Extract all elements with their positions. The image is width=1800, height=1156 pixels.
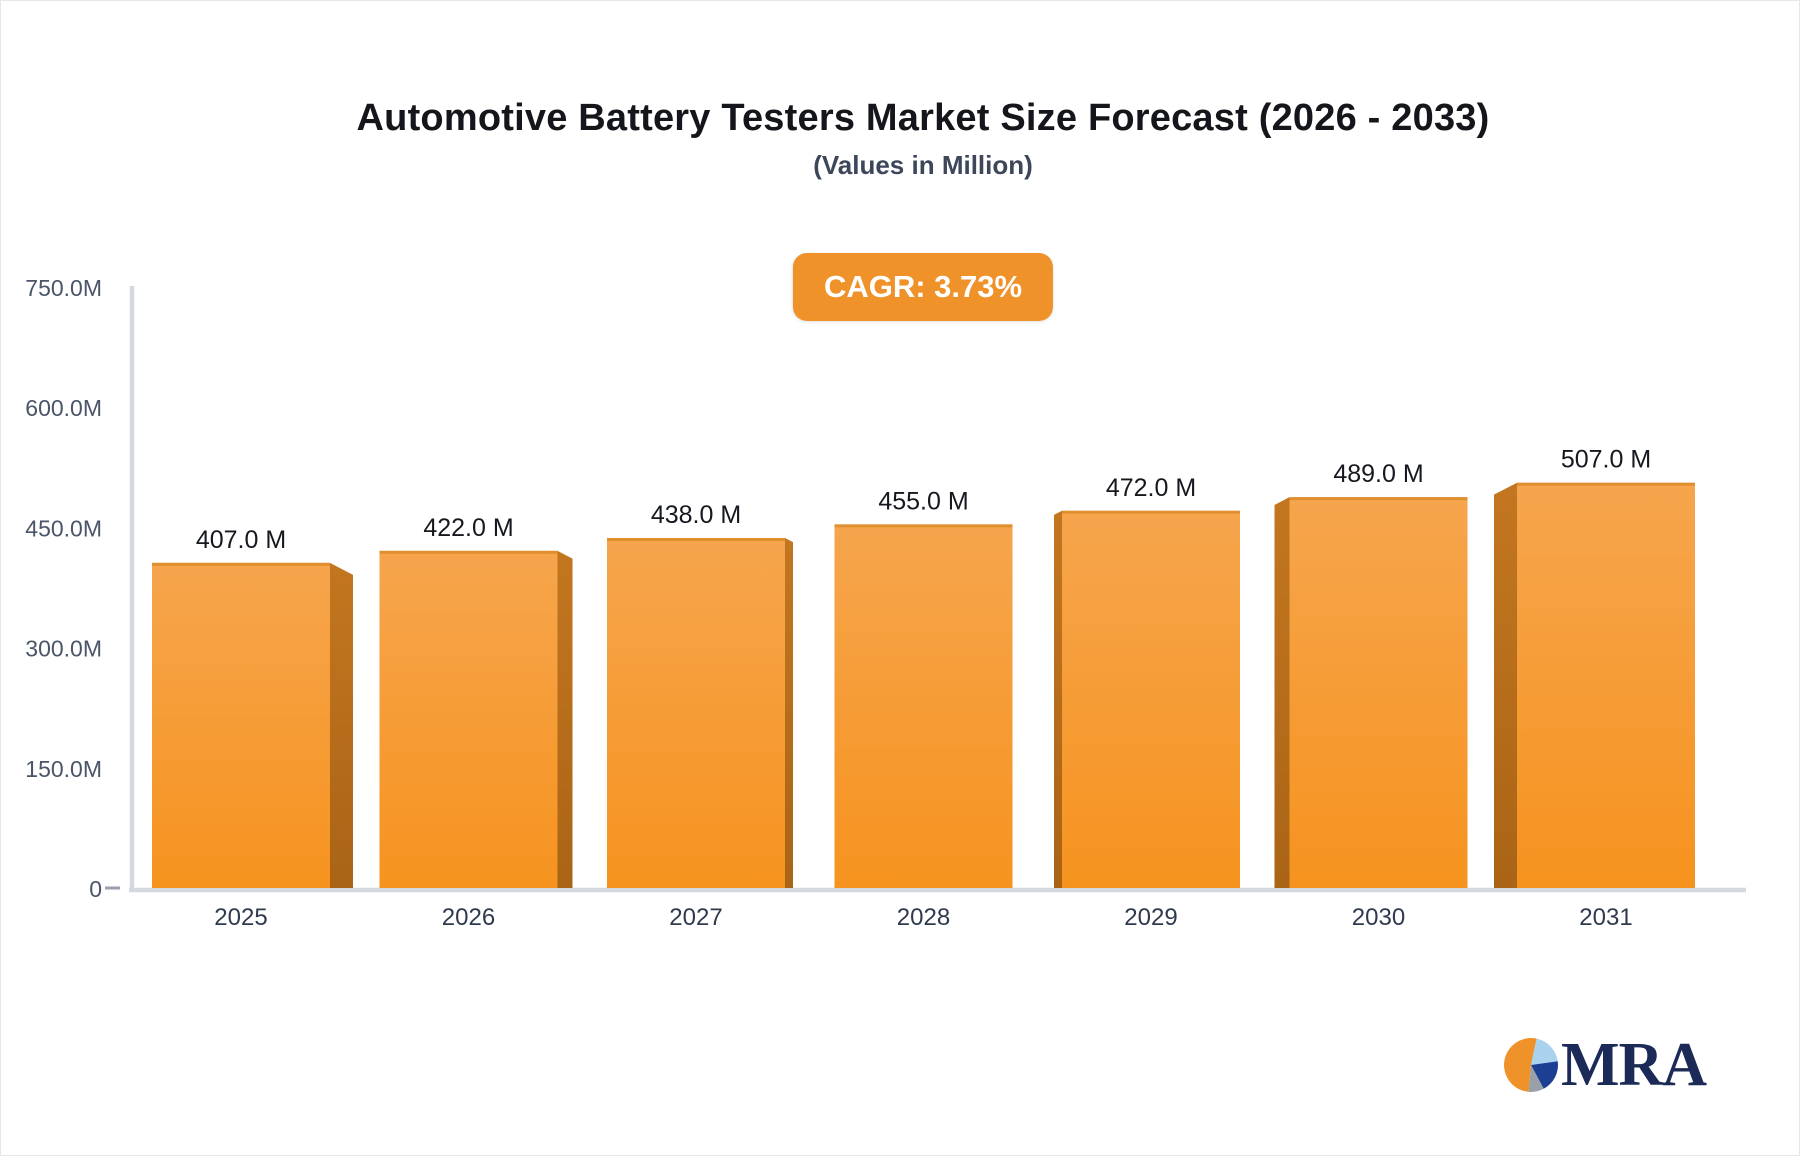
bar-top-edge	[1289, 497, 1468, 501]
cagr-badge: CAGR: 3.73%	[792, 253, 1054, 321]
bar-group-2030: 489.0 M 2030	[1274, 460, 1468, 931]
bar-top-edge	[379, 550, 558, 554]
bar-value-label: 455.0 M	[878, 487, 968, 515]
bar-front-face[interactable]	[152, 562, 330, 888]
logo-pie-slice-orange	[1504, 1038, 1537, 1092]
bar-value-label: 438.0 M	[651, 501, 741, 529]
bar-side-face[interactable]	[1274, 497, 1290, 888]
bar-top-edge	[834, 524, 1013, 528]
bar-value-label: 407.0 M	[196, 526, 286, 554]
bar-front-face[interactable]	[834, 524, 1013, 888]
bar-front-face[interactable]	[379, 550, 558, 888]
y-axis-label: 300.0M	[25, 636, 102, 662]
bar-group-2028: 455.0 M 2028	[834, 487, 1013, 931]
logo-pie-icon	[1504, 1038, 1558, 1092]
bar-value-label: 422.0 M	[423, 514, 513, 542]
bar-side-face[interactable]	[1054, 510, 1062, 888]
x-axis-label: 2026	[442, 904, 495, 931]
bar-group-2029: 472.0 M 2029	[1054, 474, 1240, 931]
logo-text: MRA	[1561, 1031, 1707, 1099]
bar-top-edge	[1517, 482, 1695, 486]
x-axis-label: 2029	[1124, 904, 1177, 931]
bar-value-label: 489.0 M	[1333, 460, 1423, 488]
logo-pie-slice-gray	[1528, 1065, 1544, 1092]
x-axis-label: 2025	[214, 904, 267, 931]
y-axis-label: 750.0M	[25, 275, 102, 301]
y-axis-label: 600.0M	[25, 395, 102, 421]
logo-pie-slice-blue	[1531, 1061, 1558, 1089]
bar-top-edge	[152, 562, 330, 566]
bar-side-face[interactable]	[1494, 482, 1517, 888]
chart-subtitle: (Values in Million)	[813, 150, 1033, 180]
y-axis-label: 450.0M	[25, 515, 102, 541]
y-axis-label: 150.0M	[25, 756, 102, 782]
x-axis-label: 2028	[897, 904, 950, 931]
bar-group-2027: 438.0 M 2027	[607, 501, 793, 931]
cagr-badge-label: CAGR: 3.73%	[823, 269, 1023, 304]
bar-front-face[interactable]	[1517, 482, 1695, 888]
bar-group-2031: 507.0 M 2031	[1494, 446, 1695, 931]
bar-side-face[interactable]	[785, 538, 793, 888]
x-axis-label: 2031	[1579, 904, 1632, 931]
bar-group-2026: 422.0 M 2026	[379, 514, 573, 931]
x-axis-label: 2030	[1352, 904, 1405, 931]
bar-front-face[interactable]	[607, 538, 785, 888]
x-axis-label: 2027	[669, 904, 722, 931]
logo: MRA	[1503, 1031, 1707, 1099]
logo-pie-slice-lightblue	[1531, 1038, 1558, 1065]
bar-side-face[interactable]	[557, 550, 573, 888]
bar-front-face[interactable]	[1062, 510, 1240, 888]
bar-value-label: 472.0 M	[1106, 474, 1196, 502]
y-axis-label: 0	[89, 876, 102, 902]
bar-side-face[interactable]	[330, 562, 353, 888]
bar-front-face[interactable]	[1289, 497, 1468, 888]
bar-value-label: 507.0 M	[1561, 446, 1651, 474]
bar-top-edge	[607, 538, 785, 542]
bar-top-edge	[1062, 510, 1240, 514]
bar-group-2025: 407.0 M 2025	[152, 526, 353, 931]
page-title: Automotive Battery Testers Market Size F…	[356, 97, 1490, 139]
